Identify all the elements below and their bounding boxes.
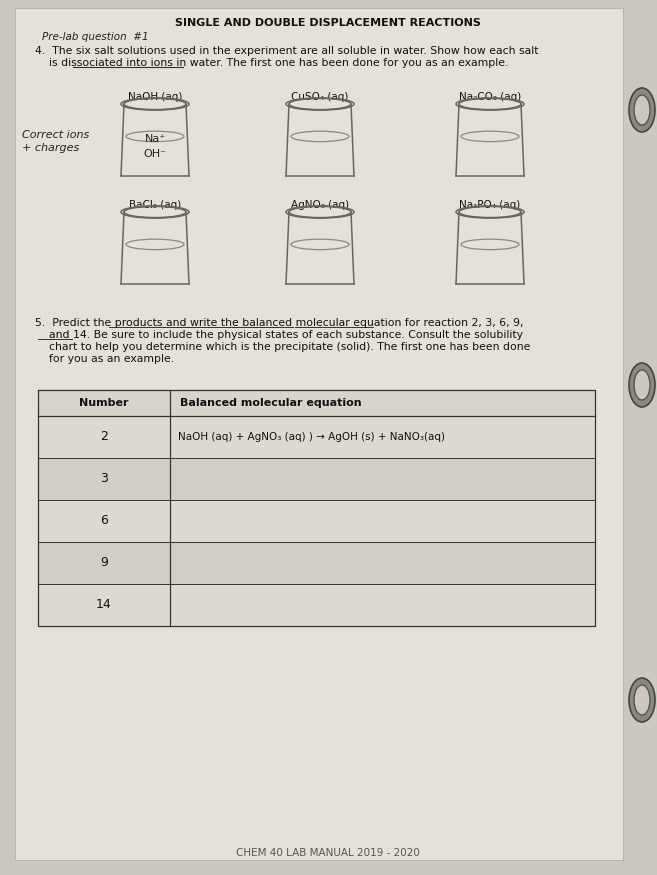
Text: CHEM 40 LAB MANUAL 2019 - 2020: CHEM 40 LAB MANUAL 2019 - 2020 xyxy=(236,848,420,858)
FancyBboxPatch shape xyxy=(15,8,623,860)
Bar xyxy=(38,584,595,626)
Text: OH⁻: OH⁻ xyxy=(143,149,166,159)
Text: for you as an example.: for you as an example. xyxy=(35,354,174,364)
Text: 5.  Predict the products and write the balanced molecular equation for reaction : 5. Predict the products and write the ba… xyxy=(35,318,524,328)
Ellipse shape xyxy=(634,370,650,400)
Bar xyxy=(38,542,595,584)
Text: CuSO₄ (aq): CuSO₄ (aq) xyxy=(291,92,349,102)
Bar xyxy=(38,458,595,500)
Ellipse shape xyxy=(634,685,650,715)
Text: and 14. Be sure to include the physical states of each substance. Consult the so: and 14. Be sure to include the physical … xyxy=(35,330,523,340)
Text: Na₂CO₃ (aq): Na₂CO₃ (aq) xyxy=(459,92,521,102)
Text: Number: Number xyxy=(79,398,129,408)
Text: Na₃PO₄ (aq): Na₃PO₄ (aq) xyxy=(459,200,520,210)
Text: Balanced molecular equation: Balanced molecular equation xyxy=(180,398,361,408)
Text: 14: 14 xyxy=(96,598,112,612)
Text: Correct ions: Correct ions xyxy=(22,130,89,140)
Ellipse shape xyxy=(629,88,655,132)
Bar xyxy=(38,500,595,542)
Text: 2: 2 xyxy=(100,430,108,444)
Text: NaOH (aq) + AgNO₃ (aq) ) → AgOH (s) + NaNO₃(aq): NaOH (aq) + AgNO₃ (aq) ) → AgOH (s) + Na… xyxy=(178,432,445,442)
Bar xyxy=(38,390,595,416)
Text: AgNO₃ (aq): AgNO₃ (aq) xyxy=(291,200,349,210)
Text: SINGLE AND DOUBLE DISPLACEMENT REACTIONS: SINGLE AND DOUBLE DISPLACEMENT REACTIONS xyxy=(175,18,481,28)
Text: NaOH (aq): NaOH (aq) xyxy=(128,92,182,102)
Text: Pre-lab question  #1: Pre-lab question #1 xyxy=(41,32,148,42)
Text: chart to help you determine which is the precipitate (solid). The first one has : chart to help you determine which is the… xyxy=(35,342,530,352)
Text: Na⁺: Na⁺ xyxy=(145,134,166,144)
Text: BaCl₂ (aq): BaCl₂ (aq) xyxy=(129,200,181,210)
Text: 4.  The six salt solutions used in the experiment are all soluble in water. Show: 4. The six salt solutions used in the ex… xyxy=(35,46,539,56)
Text: 3: 3 xyxy=(100,473,108,486)
Text: is dissociated into ions in water. The first one has been done for you as an exa: is dissociated into ions in water. The f… xyxy=(35,58,509,68)
Ellipse shape xyxy=(634,95,650,125)
Ellipse shape xyxy=(629,678,655,722)
Text: 6: 6 xyxy=(100,514,108,528)
Bar xyxy=(38,416,595,458)
Text: 9: 9 xyxy=(100,556,108,570)
Ellipse shape xyxy=(629,363,655,407)
Text: + charges: + charges xyxy=(22,143,79,153)
